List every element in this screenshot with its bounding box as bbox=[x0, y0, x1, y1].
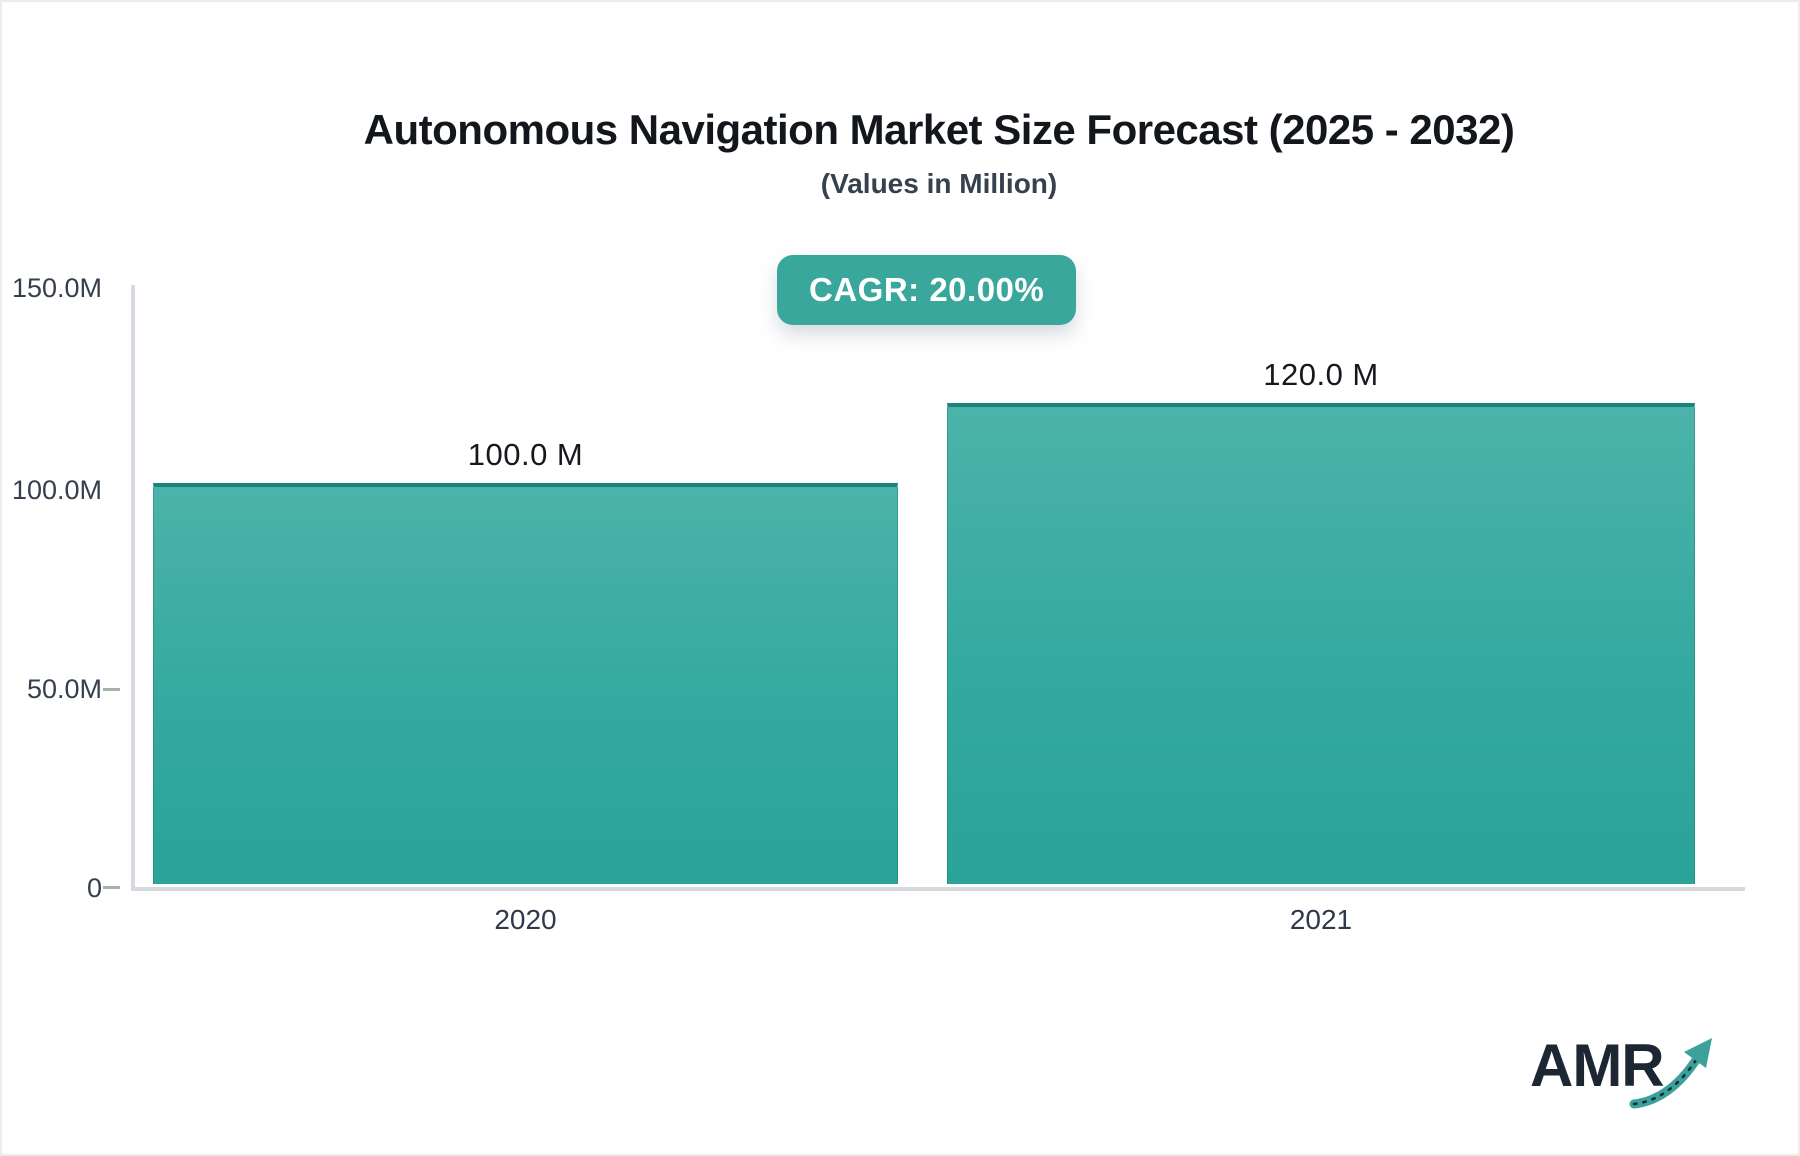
amr-logo-text: AMR bbox=[1530, 1032, 1665, 1099]
x-category-label-2021: 2021 bbox=[1289, 904, 1353, 935]
y-tick-mark-0 bbox=[103, 886, 120, 889]
y-tick-label-0: 0 bbox=[86, 873, 102, 903]
y-axis-line bbox=[131, 285, 135, 891]
y-tick-label-100: 100.0M bbox=[11, 475, 102, 505]
y-tick-label-150: 150.0M bbox=[11, 273, 102, 303]
bar-2021: 120.0 M bbox=[947, 357, 1695, 884]
bar-value-label-2021: 120.0 M bbox=[1263, 357, 1379, 392]
growth-arrow-icon bbox=[1629, 1038, 1712, 1109]
chart-header: Autonomous Navigation Market Size Foreca… bbox=[133, 2, 1745, 200]
bar-fill-2021 bbox=[947, 403, 1695, 884]
cagr-badge: CAGR: 20.00% bbox=[777, 255, 1077, 325]
x-axis-line bbox=[131, 887, 1745, 891]
amr-logo: AMR bbox=[1530, 1036, 1730, 1126]
bar-fill-2020 bbox=[153, 483, 898, 884]
bar-value-label-2020: 100.0 M bbox=[467, 437, 584, 472]
y-tick-mark-50 bbox=[103, 688, 120, 691]
chart-title: Autonomous Navigation Market Size Foreca… bbox=[363, 106, 1515, 153]
chart-subtitle: (Values in Million) bbox=[820, 168, 1058, 200]
x-category-label-2020: 2020 bbox=[494, 904, 557, 935]
y-tick-label-50: 50.0M bbox=[26, 674, 102, 704]
bar-2020: 100.0 M bbox=[153, 437, 898, 884]
